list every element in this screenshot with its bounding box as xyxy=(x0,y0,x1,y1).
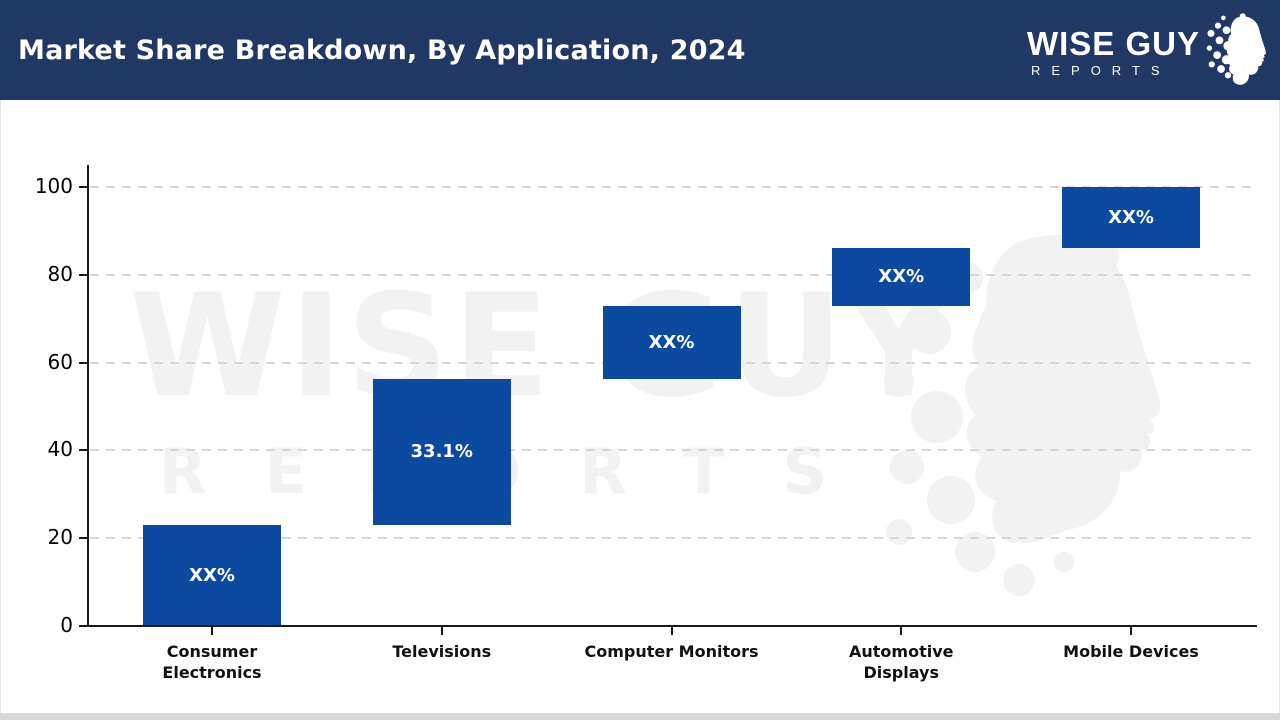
gridline-20 xyxy=(90,537,1256,540)
gridline-80 xyxy=(90,273,1256,276)
logo-text: WISE GUY REPORTS xyxy=(1027,27,1200,77)
bar-automotive-displays: XX% xyxy=(832,248,971,306)
watermark-wordmark: WISE GUY xyxy=(129,264,954,429)
y-tick-label-80: 80 xyxy=(47,261,73,286)
gridline-100 xyxy=(90,186,1256,188)
y-tick-label-40: 40 xyxy=(47,437,73,462)
y-tick-80 xyxy=(79,273,87,276)
y-tick-label-20: 20 xyxy=(47,525,73,550)
footer-bar xyxy=(0,713,1280,720)
wise-guy-reports-logo: WISE GUY REPORTS xyxy=(1027,11,1266,93)
chart-title: Market Share Breakdown, By Application, … xyxy=(18,34,746,66)
gridline-40 xyxy=(90,449,1256,452)
x-category-label-consumer-electronics: Consumer Electronics xyxy=(162,642,262,682)
y-tick-label-60: 60 xyxy=(47,349,73,374)
x-tick-automotive-displays xyxy=(900,627,903,635)
bar-value-label: XX% xyxy=(648,332,695,354)
y-tick-40 xyxy=(79,449,87,452)
logo-wordmark: WISE GUY xyxy=(1026,25,1200,62)
y-tick-20 xyxy=(79,537,87,540)
watermark-text: WISE GUY REPORTS xyxy=(129,272,954,508)
y-tick-label-0: 0 xyxy=(60,613,73,637)
bar-value-label: XX% xyxy=(189,564,235,586)
x-tick-televisions xyxy=(440,627,443,635)
bar-consumer-electronics: XX% xyxy=(143,524,281,626)
bar-televisions: 33.1% xyxy=(372,379,511,525)
x-category-label-televisions: Televisions xyxy=(392,642,492,661)
bar-value-label: XX% xyxy=(878,266,925,288)
x-category-label-computer-monitors: Computer Monitors xyxy=(584,642,759,661)
x-category-label-mobile-devices: Mobile Devices xyxy=(1063,642,1199,661)
watermark-subtext: REPORTS xyxy=(159,435,886,509)
x-category-label-automotive-displays: Automotive Displays xyxy=(849,642,954,682)
y-tick-0 xyxy=(79,625,87,627)
bar-value-label: 33.1% xyxy=(410,441,473,463)
x-tick-mobile-devices xyxy=(1130,627,1132,635)
y-tick-100 xyxy=(79,186,87,188)
y-tick-60 xyxy=(79,361,87,364)
logo-face-icon xyxy=(1206,13,1266,85)
header: Market Share Breakdown, By Application, … xyxy=(0,0,1280,100)
x-tick-consumer-electronics xyxy=(211,627,213,635)
watermark-face-icon xyxy=(884,234,1161,596)
bar-value-label: XX% xyxy=(1108,207,1154,228)
bar-mobile-devices: XX% xyxy=(1062,187,1200,249)
logo-subtext: REPORTS xyxy=(1030,63,1171,78)
y-axis-spine xyxy=(87,165,89,627)
x-tick-computer-monitors xyxy=(670,627,673,635)
bar-computer-monitors: XX% xyxy=(602,305,741,380)
y-tick-label-100: 100 xyxy=(34,174,73,198)
x-axis-spine xyxy=(87,625,1257,627)
